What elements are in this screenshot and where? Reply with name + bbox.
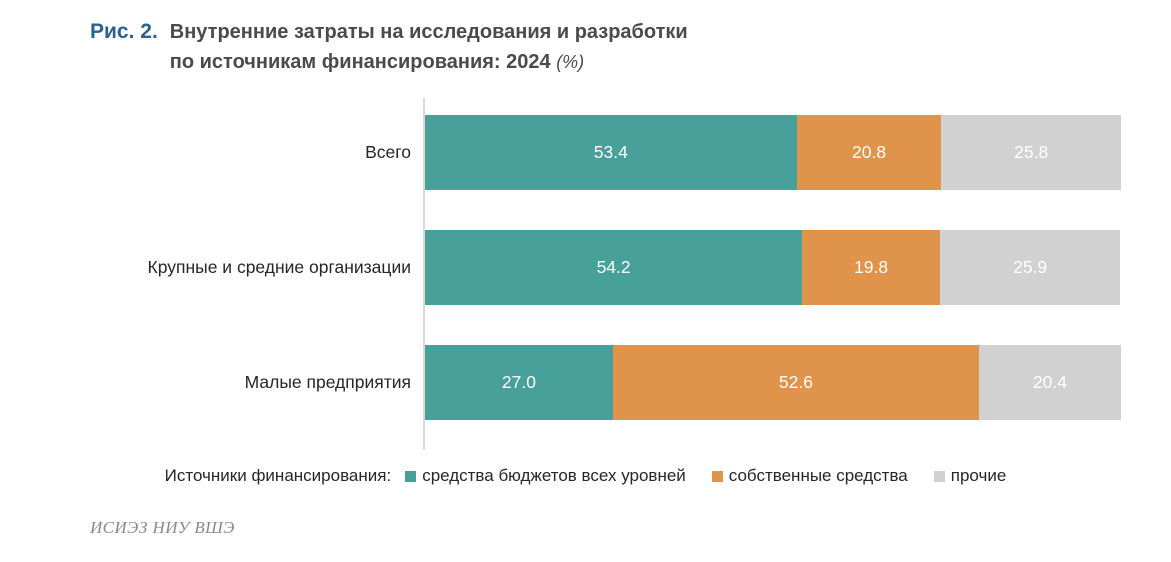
bar-segment-other: 25.8 xyxy=(941,115,1121,190)
bar-row: Всего 53.4 20.8 25.8 xyxy=(0,115,1171,190)
figure-title-unit: (%) xyxy=(556,52,585,72)
bar-segment-value: 53.4 xyxy=(593,142,628,162)
category-label: Крупные и средние организации xyxy=(147,257,411,277)
chart-plot-area: Всего 53.4 20.8 25.8 Крупные и средние о… xyxy=(0,98,1171,450)
bar-segment-value: 19.8 xyxy=(854,257,889,277)
legend-item-own: собственные средства xyxy=(711,466,908,486)
bar-segment-value: 54.2 xyxy=(596,257,631,277)
figure-title-line-1: Внутренние затраты на исследования и раз… xyxy=(169,21,688,43)
bar-row: Малые предприятия 27.0 52.6 20.4 xyxy=(0,345,1171,420)
figure-title-block: Рис. 2. Внутренние затраты на исследован… xyxy=(90,17,688,77)
bar-row: Крупные и средние организации 54.2 19.8 … xyxy=(0,230,1171,305)
bar-segment-value: 20.4 xyxy=(1032,372,1068,392)
legend-title: Источники финансирования: xyxy=(164,466,392,485)
stacked-bar: 54.2 19.8 25.9 xyxy=(425,230,1121,305)
legend-item-other: прочие xyxy=(933,466,1007,486)
legend-item-label: средства бюджетов всех уровней xyxy=(422,466,686,485)
bar-segment-own: 52.6 xyxy=(612,345,979,420)
bar-segment-other: 20.4 xyxy=(979,345,1121,420)
bar-segment-value: 20.8 xyxy=(852,142,887,162)
bar-segment-other: 25.9 xyxy=(940,230,1121,305)
bar-segment-value: 52.6 xyxy=(778,372,813,392)
figure-title-lines: Внутренние затраты на исследования и раз… xyxy=(170,17,688,77)
stacked-bar: 53.4 20.8 25.8 xyxy=(425,115,1121,190)
figure-number: Рис. 2. xyxy=(90,20,158,43)
legend-swatch-icon xyxy=(711,470,723,482)
bar-segment-own: 19.8 xyxy=(802,230,941,305)
chart-legend: Источники финансирования: средства бюдже… xyxy=(0,466,1171,486)
bar-segment-value: 25.8 xyxy=(1014,142,1049,162)
figure-title-line-2-text: по источникам финансирования: 2024 xyxy=(169,51,551,73)
legend-swatch-icon xyxy=(933,470,945,482)
category-label: Всего xyxy=(365,142,411,162)
figure-title-line-2: по источникам финансирования: 2024 (%) xyxy=(170,47,688,77)
bar-segment-own: 20.8 xyxy=(796,115,942,190)
bar-segment-budget: 27.0 xyxy=(425,345,613,420)
source-note: ИСИЭЗ НИУ ВШЭ xyxy=(90,518,235,537)
legend-item-label: собственные средства xyxy=(728,466,908,485)
y-axis-line xyxy=(423,98,425,450)
bar-segment-value: 27.0 xyxy=(501,372,536,392)
legend-item-budget: средства бюджетов всех уровней xyxy=(405,466,686,486)
bar-segment-value: 25.9 xyxy=(1013,257,1048,277)
stacked-bar: 27.0 52.6 20.4 xyxy=(425,345,1121,420)
category-label: Малые предприятия xyxy=(244,372,411,392)
legend-swatch-icon xyxy=(405,470,417,482)
legend-item-label: прочие xyxy=(950,466,1007,485)
bar-segment-budget: 53.4 xyxy=(425,115,797,190)
bar-segment-budget: 54.2 xyxy=(425,230,803,305)
